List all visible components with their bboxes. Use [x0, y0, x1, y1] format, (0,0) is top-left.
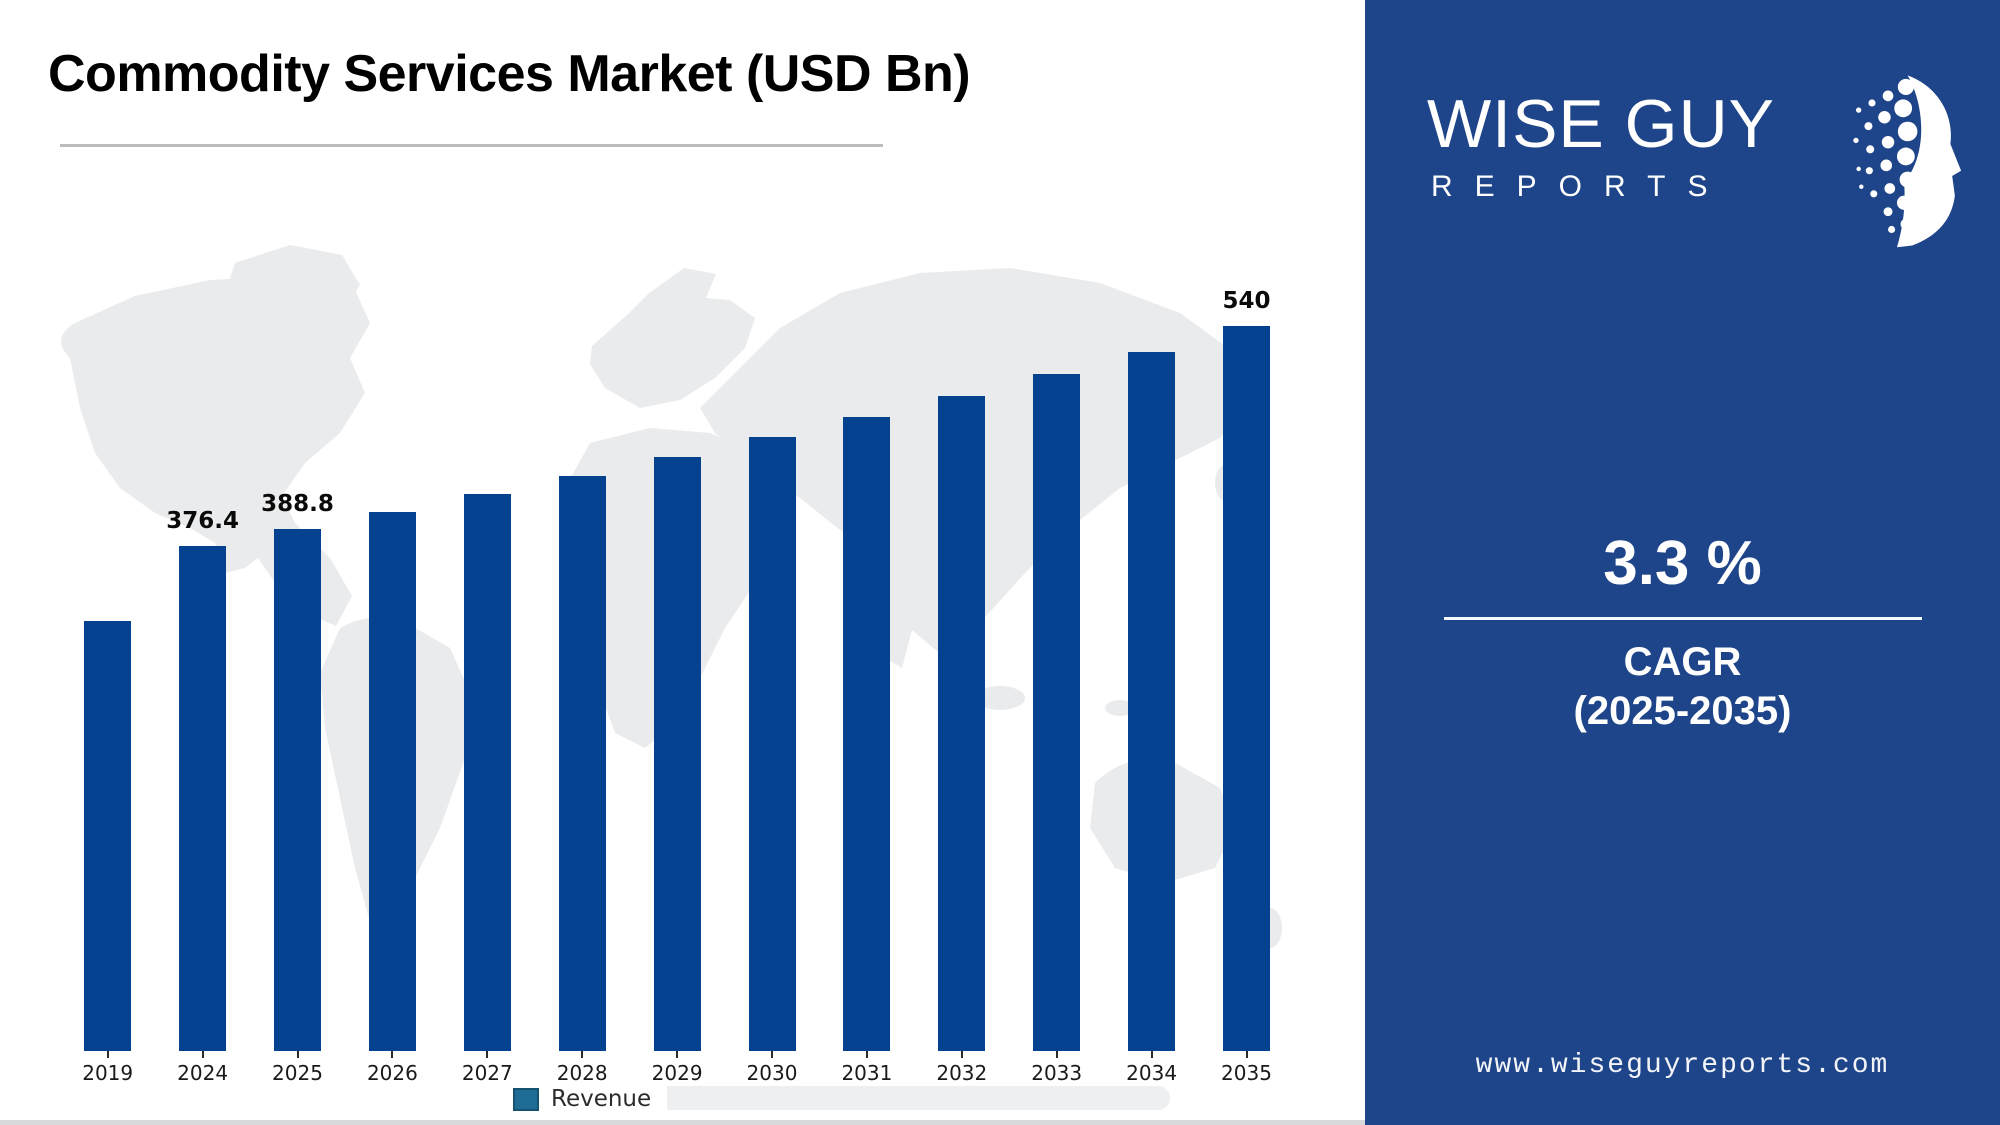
legend-swatch-revenue: [513, 1087, 539, 1111]
x-axis-tick-2025: [296, 1051, 299, 1058]
legend-background-strip: [640, 1086, 1170, 1110]
bar-2026: [368, 512, 416, 1051]
cagr-block: 3.3 % CAGR (2025-2035): [1365, 533, 2000, 736]
x-axis-label-2026: 2026: [366, 1061, 418, 1085]
logo-reports: REPORTS: [1431, 170, 1730, 203]
bar-2027: [463, 494, 511, 1051]
x-axis-tick-2028: [581, 1051, 584, 1058]
cagr-value: 3.3 %: [1603, 529, 1762, 598]
x-axis-label-2030: 2030: [746, 1061, 798, 1085]
chart-area: Commodity Services Market (USD Bn): [0, 45, 1365, 1125]
x-axis-tick-2035: [1245, 1051, 1248, 1058]
bar-2032: [938, 396, 986, 1051]
x-axis-label-2033: 2033: [1031, 1061, 1083, 1085]
dotted-head-icon: [1853, 75, 1962, 248]
bar-2025: [274, 529, 321, 1051]
x-axis-tick-2024: [201, 1051, 204, 1058]
bar-value-label-2025: 388.8: [261, 491, 334, 517]
bar-2019: [84, 621, 132, 1051]
bar-2024: [179, 546, 227, 1051]
bar-2031: [843, 417, 891, 1051]
bar-2035: [1223, 326, 1270, 1051]
title-divider: [60, 144, 883, 147]
x-axis-label-2032: 2032: [936, 1061, 988, 1085]
chart-legend: Revenue: [503, 1081, 668, 1117]
brand-panel: WISE GUY REPORTS 3.3 % CAGR (2025-2035): [1365, 0, 2000, 1125]
x-axis-tick-2032: [960, 1051, 963, 1058]
bar-2033: [1033, 374, 1081, 1051]
x-axis-label-2035: 2035: [1221, 1061, 1272, 1085]
x-axis-tick-2030: [771, 1051, 773, 1058]
cagr-label: CAGR (2025-2035): [1365, 638, 2000, 736]
cagr-divider: [1443, 617, 1922, 620]
bar-2029: [653, 457, 701, 1051]
x-axis-label-2027: 2027: [461, 1061, 513, 1085]
cagr-label-line1: CAGR: [1623, 640, 1742, 684]
legend-label: Revenue: [551, 1086, 652, 1112]
bar-2028: [558, 476, 606, 1051]
x-axis-label-2031: 2031: [841, 1061, 893, 1085]
x-axis-tick-2034: [1150, 1051, 1153, 1058]
x-axis-label-2025: 2025: [272, 1061, 323, 1085]
x-axis-tick-2027: [486, 1051, 489, 1058]
x-axis-tick-2026: [391, 1051, 394, 1058]
x-axis-tick-2033: [1055, 1051, 1058, 1058]
bar-value-label-2024: 376.4: [166, 508, 239, 534]
logo-wise-guy: WISE GUY: [1427, 86, 1776, 162]
x-axis-tick-2031: [865, 1051, 868, 1058]
x-axis-tick-2029: [676, 1051, 679, 1058]
cagr-label-line2: (2025-2035): [1573, 688, 1792, 733]
bar-plot: 2019 2024 376.4 2025 388.8 2026 2027 2028 2029 20…: [82, 288, 1272, 1085]
bar-value-label-2035: 540: [1222, 288, 1271, 314]
x-axis-label-2024: 2024: [177, 1061, 229, 1085]
bottom-edge-strip: [0, 1120, 1365, 1125]
page-title: Commodity Services Market (USD Bn): [48, 45, 971, 103]
logo-text: WISE GUY REPORTS: [1427, 90, 1775, 204]
website-url: www.wiseguyreports.com: [1475, 1050, 1890, 1081]
x-axis-tick-2019: [106, 1051, 109, 1058]
x-axis-label-2019: 2019: [82, 1061, 134, 1085]
bar-2034: [1128, 352, 1176, 1051]
bar-2030: [748, 437, 796, 1051]
wise-guy-reports-logo: WISE GUY REPORTS: [1365, 62, 2000, 272]
x-axis-label-2034: 2034: [1126, 1061, 1178, 1085]
